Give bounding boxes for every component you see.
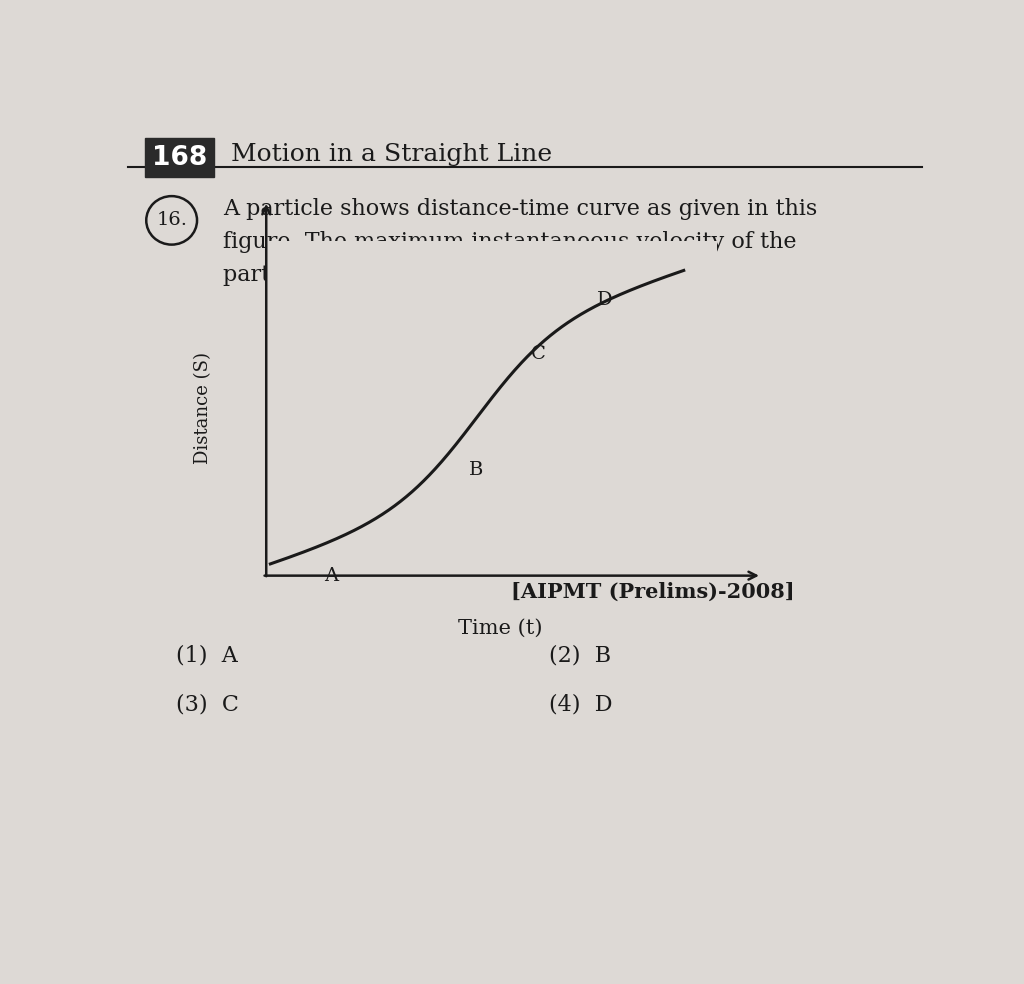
Text: Motion in a Straight Line: Motion in a Straight Line — [231, 143, 552, 166]
Text: (3)  C: (3) C — [176, 694, 239, 716]
Text: Time (t): Time (t) — [459, 619, 543, 639]
Text: (1)  A: (1) A — [176, 645, 238, 667]
Text: [AIPMT (Prelims)-2008]: [AIPMT (Prelims)-2008] — [511, 582, 795, 602]
Text: 16.: 16. — [156, 212, 187, 229]
Text: (4)  D: (4) D — [549, 694, 612, 716]
Text: (2)  B: (2) B — [549, 645, 610, 667]
Text: A: A — [325, 567, 338, 584]
Text: A particle shows distance-time curve as given in this
figure. The maximum instan: A particle shows distance-time curve as … — [223, 198, 817, 285]
Text: Distance (S): Distance (S) — [195, 352, 212, 464]
Text: C: C — [530, 345, 546, 363]
Text: B: B — [469, 461, 483, 479]
Text: 168: 168 — [152, 145, 207, 170]
Text: D: D — [597, 291, 612, 309]
